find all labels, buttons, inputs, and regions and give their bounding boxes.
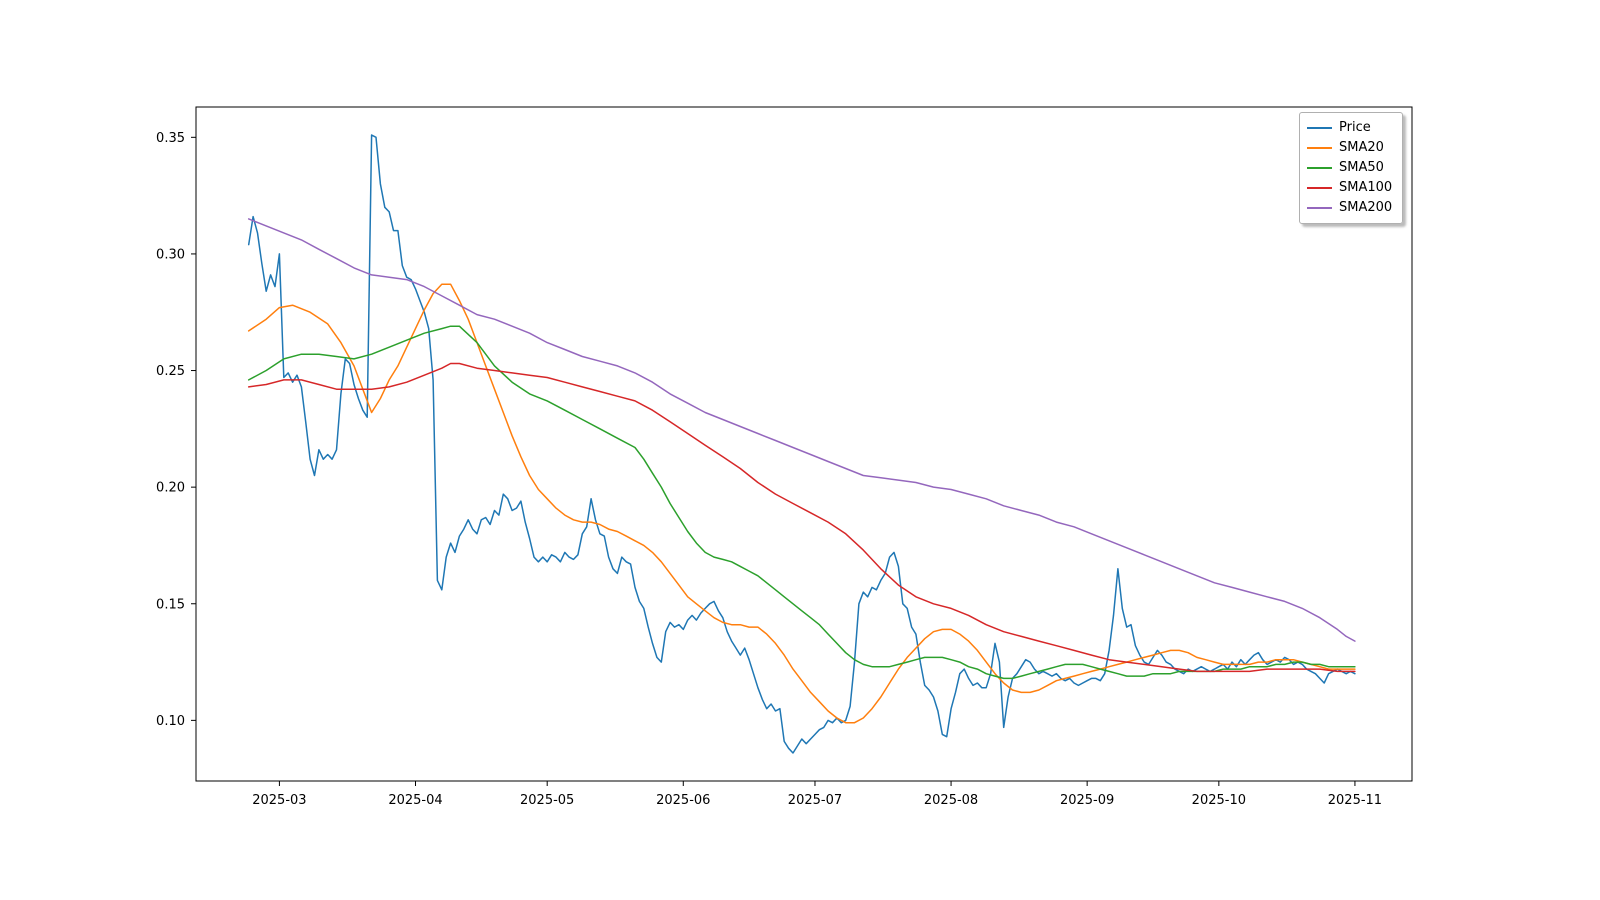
legend-line-swatch [1307, 207, 1332, 209]
legend-label: SMA50 [1339, 160, 1384, 175]
x-tick-label: 2025-09 [1060, 793, 1114, 808]
series-line-price [247, 134, 1356, 754]
axes-spines [195, 106, 1413, 782]
legend-line-swatch [1307, 147, 1332, 149]
legend-line-swatch [1307, 167, 1332, 169]
legend-item-price: Price [1307, 118, 1392, 138]
y-tick-label: 0.25 [156, 364, 185, 379]
x-tick-label: 2025-08 [924, 793, 978, 808]
series-line-sma20 [247, 283, 1356, 724]
legend-label: SMA200 [1339, 200, 1393, 215]
legend-label: Price [1339, 120, 1371, 135]
x-tick-label: 2025-11 [1328, 793, 1382, 808]
x-tick-label: 2025-05 [520, 793, 574, 808]
x-tick-label: 2025-10 [1192, 793, 1246, 808]
legend-label: SMA100 [1339, 180, 1393, 195]
x-tick-label: 2025-04 [388, 793, 442, 808]
y-tick-label: 0.30 [156, 247, 185, 262]
x-tick-label: 2025-03 [252, 793, 306, 808]
x-tick-label: 2025-06 [656, 793, 710, 808]
legend-line-swatch [1307, 187, 1332, 189]
y-tick-label: 0.15 [156, 597, 185, 612]
y-tick-label: 0.35 [156, 131, 185, 146]
y-tick-label: 0.10 [156, 714, 185, 729]
y-tick-label: 0.20 [156, 481, 185, 496]
legend-label: SMA20 [1339, 140, 1384, 155]
series-line-sma200 [247, 218, 1356, 642]
legend-item-sma100: SMA100 [1307, 178, 1392, 198]
legend-item-sma50: SMA50 [1307, 158, 1392, 178]
x-tick-label: 2025-07 [788, 793, 842, 808]
legend-item-sma200: SMA200 [1307, 198, 1392, 218]
legend-item-sma20: SMA20 [1307, 138, 1392, 158]
legend: Price SMA20 SMA50 SMA100 SMA200 [1299, 112, 1404, 224]
series-line-sma100 [247, 362, 1356, 673]
legend-line-swatch [1307, 127, 1332, 129]
